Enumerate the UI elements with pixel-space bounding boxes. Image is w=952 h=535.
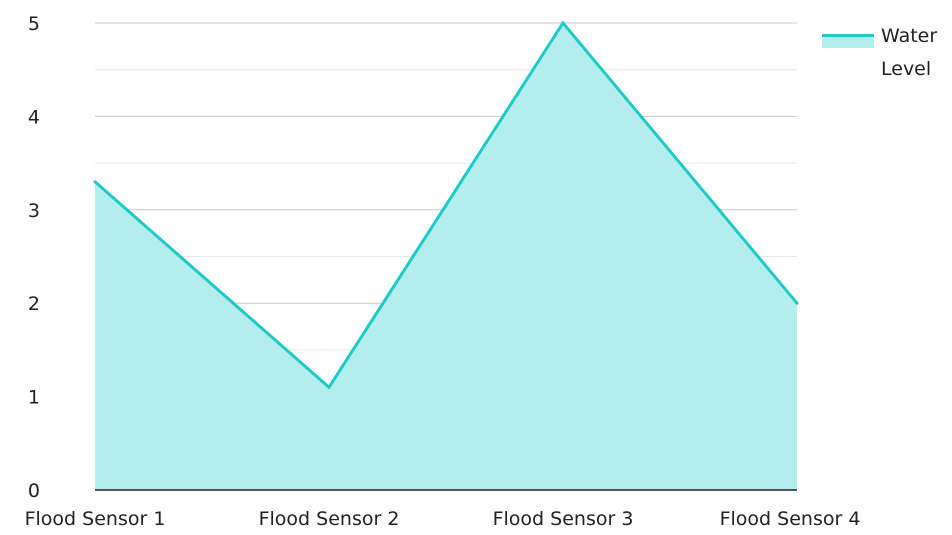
legend-swatch-fill [822, 36, 874, 48]
x-axis-tick-labels: Flood Sensor 1 Flood Sensor 2 Flood Sensor… [25, 508, 861, 530]
series-line-water-level [94, 20, 799, 390]
data-point [93, 180, 97, 184]
x-tick-label: Flood Sensor 1 [25, 508, 166, 530]
series-line-layer [93, 20, 799, 390]
series-area-water-level [95, 23, 797, 490]
area-fill-layer [95, 23, 797, 490]
legend-swatch-line [822, 34, 874, 37]
x-tick-label: Flood Sensor 4 [720, 508, 861, 530]
legend-label-line-1: Water [881, 25, 937, 47]
y-tick-label: 5 [28, 13, 40, 35]
legend: Water Level [822, 25, 937, 80]
y-tick-label: 1 [28, 387, 40, 409]
y-tick-label: 2 [28, 293, 40, 315]
y-tick-label: 4 [28, 106, 40, 128]
y-tick-label: 0 [28, 480, 40, 502]
legend-label-line-2: Level [881, 58, 931, 80]
data-point [561, 21, 565, 25]
y-tick-label: 3 [28, 200, 40, 222]
data-point [327, 385, 331, 389]
x-tick-label: Flood Sensor 3 [493, 508, 634, 530]
x-tick-label: Flood Sensor 2 [259, 508, 400, 530]
data-point [795, 301, 799, 305]
y-axis-tick-labels: 0 1 2 3 4 5 [28, 13, 40, 502]
